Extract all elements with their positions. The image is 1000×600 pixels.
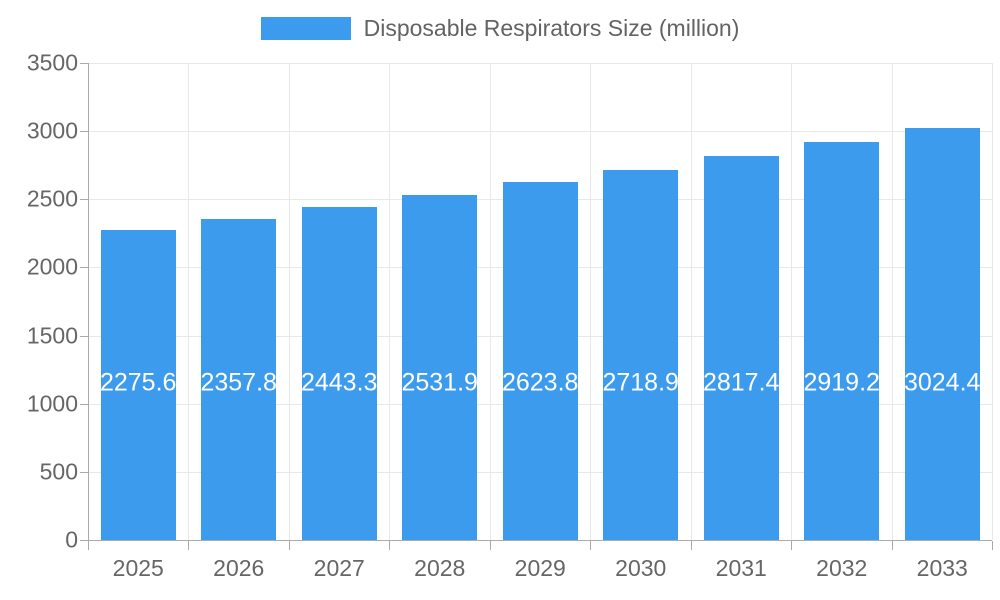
x-axis-tick-mark [791,541,792,550]
y-axis-line [88,63,89,541]
y-axis-tick-label-2500: 2500 [26,185,78,212]
gridline-vertical [992,63,993,540]
plot-area: 2275.6 2357.8 2443.3 2531.9 2623.8 2718.… [88,63,993,540]
bar-2033[interactable] [904,127,980,540]
x-axis-tick-mark [691,541,692,550]
x-axis-tick-label-2026: 2026 [213,555,265,581]
gridline-vertical [490,63,491,540]
x-axis-tick-mark [289,541,290,550]
y-axis-tick-labels: 0 500 1000 1500 2000 2500 3000 3500 [0,0,78,600]
y-axis-tick-mark [80,472,88,473]
y-axis-tick-mark [80,404,88,405]
bar-2029[interactable] [502,182,578,540]
bar-2028[interactable] [402,194,478,540]
y-axis-tick-label-0: 0 [65,526,78,553]
x-axis-tick-mark [188,541,189,550]
x-axis-line [88,540,992,541]
x-axis-tick-mark [992,541,993,550]
y-axis-tick-label-1500: 1500 [26,322,78,349]
y-axis-tick-label-3000: 3000 [26,117,78,144]
gridline-vertical [691,63,692,540]
gridline-vertical [791,63,792,540]
chart-legend: Disposable Respirators Size (million) [0,10,1000,46]
x-axis-tick-mark [590,541,591,550]
x-axis-tick-mark [88,541,89,550]
x-axis-tick-mark [490,541,491,550]
bar-2030[interactable] [603,169,679,540]
y-axis-tick-label-1000: 1000 [26,390,78,417]
gridline-horizontal [88,63,992,64]
bar-2026[interactable] [201,218,277,540]
legend-item-label: Disposable Respirators Size (million) [363,14,740,41]
x-axis-tick-label-2025: 2025 [112,555,164,581]
bar-2032[interactable] [804,142,880,540]
bar-2027[interactable] [301,207,377,540]
x-axis-tick-label-2033: 2033 [916,555,968,581]
x-axis-tick-mark [389,541,390,550]
gridline-vertical [892,63,893,540]
legend-item-disposable-respirators-size[interactable]: Disposable Respirators Size (million) [260,14,740,41]
gridline-horizontal [88,131,992,132]
y-axis-tick-mark [80,540,88,541]
y-axis-tick-mark [80,267,88,268]
y-axis-tick-label-2000: 2000 [26,253,78,280]
x-axis-tick-label-2032: 2032 [816,555,868,581]
x-axis-tick-mark [892,541,893,550]
bar-2031[interactable] [703,156,779,540]
y-axis-tick-mark [80,63,88,64]
x-axis-tick-label-2028: 2028 [414,555,466,581]
y-axis-tick-mark [80,131,88,132]
x-axis-tick-label-2029: 2029 [514,555,566,581]
x-axis-tick-label-2030: 2030 [615,555,667,581]
gridline-vertical [289,63,290,540]
y-axis-tick-label-500: 500 [39,458,78,485]
y-axis-tick-label-3500: 3500 [26,49,78,76]
color-swatch-icon [260,16,351,40]
gridline-vertical [590,63,591,540]
gridline-vertical [389,63,390,540]
x-axis-tick-label-2027: 2027 [313,555,365,581]
y-axis-tick-mark [80,336,88,337]
y-axis-tick-mark [80,199,88,200]
bar-2025[interactable] [100,229,176,540]
gridline-vertical [188,63,189,540]
x-axis-tick-label-2031: 2031 [715,555,767,581]
